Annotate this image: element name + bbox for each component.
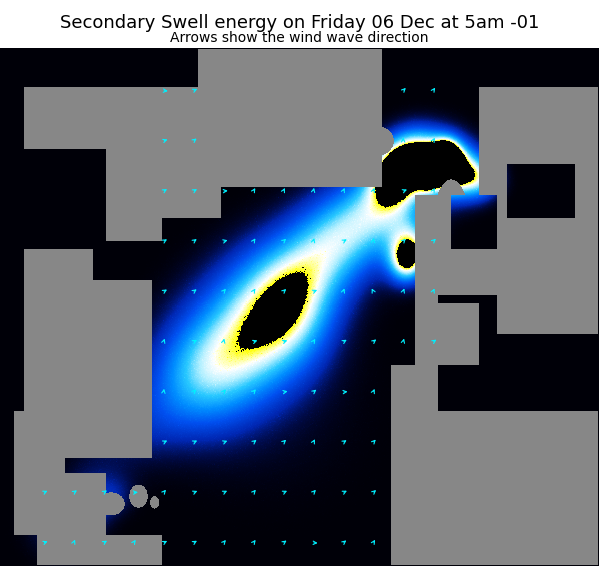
Text: Secondary Swell energy on Friday 06 Dec at 5am -01: Secondary Swell energy on Friday 06 Dec … [60, 14, 539, 32]
Text: Arrows show the wind wave direction: Arrows show the wind wave direction [170, 31, 429, 45]
